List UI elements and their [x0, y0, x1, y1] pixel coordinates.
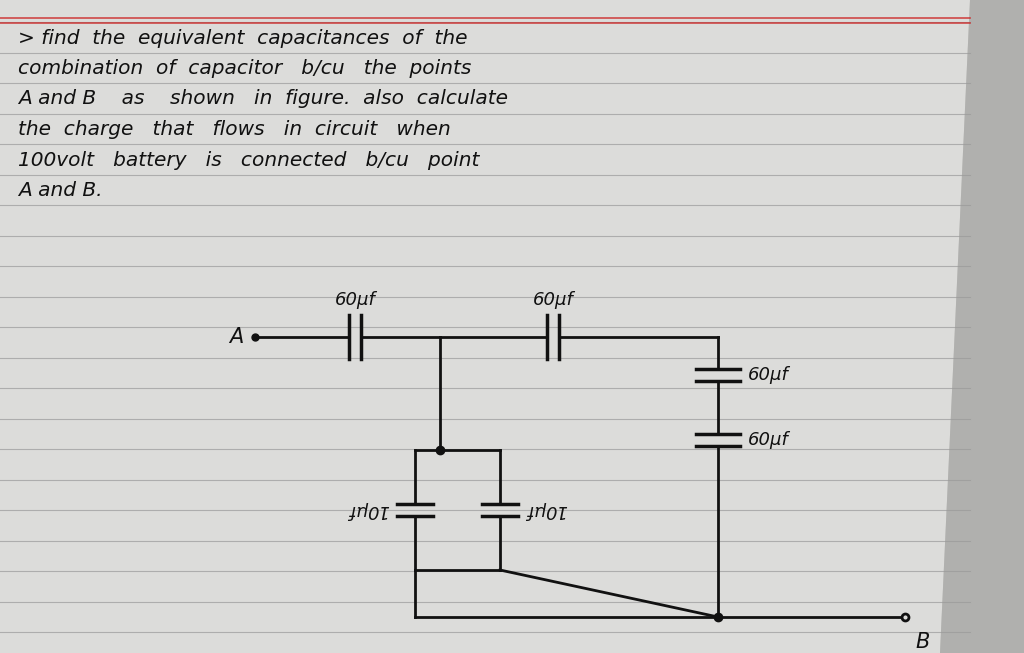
Text: A: A [228, 327, 243, 347]
Polygon shape [0, 0, 970, 653]
Text: 100volt   battery   is   connected   b/cu   point: 100volt battery is connected b/cu point [18, 150, 479, 170]
Text: A and B    as    shown   in  figure.  also  calculate: A and B as shown in figure. also calcula… [18, 89, 508, 108]
Text: > find  the  equivalent  capacitances  of  the: > find the equivalent capacitances of th… [18, 29, 468, 48]
Text: 60μf: 60μf [748, 366, 788, 384]
Text: A and B.: A and B. [18, 181, 102, 200]
Text: 10μf: 10μf [348, 501, 389, 519]
Text: 60μf: 60μf [335, 291, 376, 309]
Text: 60μf: 60μf [748, 431, 788, 449]
Text: the  charge   that   flows   in  circuit   when: the charge that flows in circuit when [18, 120, 451, 139]
Text: 10μf: 10μf [526, 501, 567, 519]
Text: combination  of  capacitor   b/cu   the  points: combination of capacitor b/cu the points [18, 59, 471, 78]
Polygon shape [940, 0, 1024, 653]
Text: B: B [915, 632, 930, 652]
Text: 60μf: 60μf [532, 291, 573, 309]
